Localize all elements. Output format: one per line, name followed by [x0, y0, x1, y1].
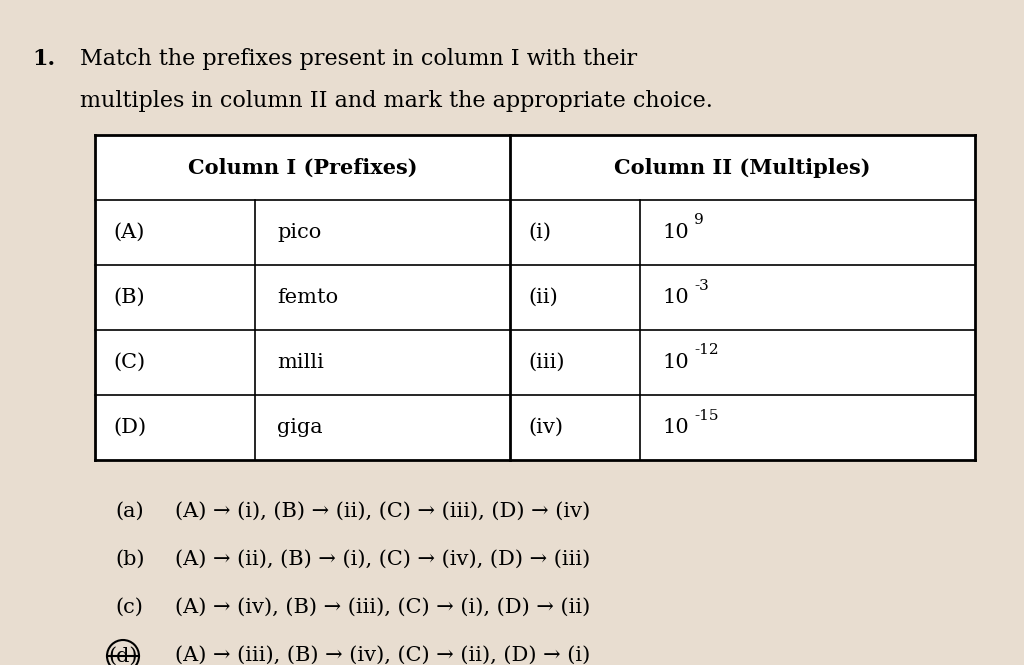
Text: 10: 10 [662, 288, 689, 307]
Text: (A) → (iv), (B) → (iii), (C) → (i), (D) → (ii): (A) → (iv), (B) → (iii), (C) → (i), (D) … [175, 598, 590, 617]
Text: (A) → (i), (B) → (ii), (C) → (iii), (D) → (iv): (A) → (i), (B) → (ii), (C) → (iii), (D) … [175, 502, 590, 521]
Text: (A): (A) [113, 223, 144, 242]
Text: (b): (b) [115, 550, 144, 569]
Text: Match the prefixes present in column I with their: Match the prefixes present in column I w… [80, 48, 637, 70]
Text: (i): (i) [528, 223, 551, 242]
Text: 10: 10 [662, 418, 689, 437]
Text: (iv): (iv) [528, 418, 563, 437]
Text: pico: pico [278, 223, 322, 242]
Bar [95, 135, 975, 460]
Text: (B): (B) [113, 288, 144, 307]
Text: giga: giga [278, 418, 323, 437]
Text: -12: -12 [694, 344, 719, 358]
Text: Column I (Prefixes): Column I (Prefixes) [187, 158, 417, 178]
Text: (C): (C) [113, 353, 145, 372]
Text: Column II (Multiples): Column II (Multiples) [614, 158, 870, 178]
Text: 10: 10 [662, 223, 689, 242]
Text: milli: milli [278, 353, 324, 372]
Text: 10: 10 [662, 353, 689, 372]
Text: (c): (c) [115, 598, 143, 617]
Text: femto: femto [278, 288, 338, 307]
Text: (iii): (iii) [528, 353, 564, 372]
Text: (A) → (iii), (B) → (iv), (C) → (ii), (D) → (i): (A) → (iii), (B) → (iv), (C) → (ii), (D)… [175, 646, 590, 665]
Text: (ii): (ii) [528, 288, 558, 307]
Text: (D): (D) [113, 418, 146, 437]
Text: -3: -3 [694, 279, 709, 293]
Text: multiples in column II and mark the appropriate choice.: multiples in column II and mark the appr… [80, 90, 713, 112]
Text: 9: 9 [694, 213, 703, 227]
Text: (d): (d) [109, 646, 138, 665]
Text: 1.: 1. [32, 48, 55, 70]
Text: -15: -15 [694, 408, 719, 422]
Text: (A) → (ii), (B) → (i), (C) → (iv), (D) → (iii): (A) → (ii), (B) → (i), (C) → (iv), (D) →… [175, 550, 590, 569]
Text: (a): (a) [115, 502, 143, 521]
